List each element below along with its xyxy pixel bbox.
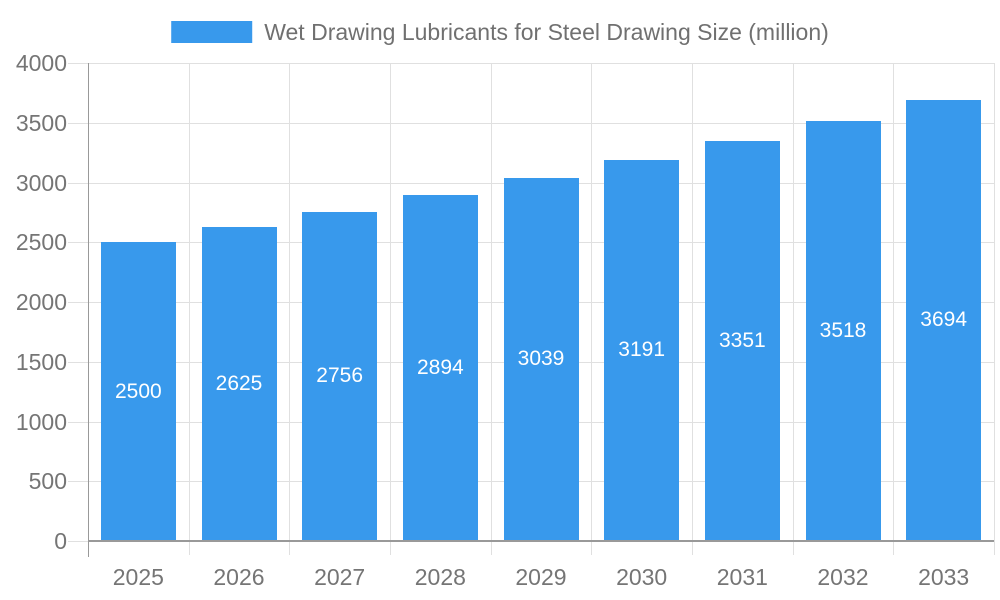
x-axis-label: 2029 [515, 564, 567, 590]
y-tick [68, 302, 88, 303]
y-tick [68, 122, 88, 124]
y-axis-label: 0 [54, 528, 67, 554]
gridline-v [390, 63, 391, 541]
y-axis-label: 3000 [15, 169, 67, 196]
bar[interactable]: 3351 [704, 140, 780, 541]
legend-swatch [171, 21, 253, 43]
y-tick [68, 361, 88, 363]
bar[interactable]: 2756 [302, 211, 378, 541]
x-axis-label: 2026 [213, 564, 265, 590]
y-tick [68, 481, 88, 483]
x-tick [893, 541, 895, 555]
legend[interactable]: Wet Drawing Lubricants for Steel Drawing… [171, 18, 829, 46]
gridline-v [188, 63, 190, 541]
y-tick [68, 421, 88, 423]
bar-value-label: 3694 [920, 308, 968, 332]
bar-value-label: 3191 [618, 338, 666, 362]
y-tick [68, 182, 88, 184]
x-tick [188, 541, 190, 555]
bar[interactable]: 2625 [201, 227, 277, 541]
bar-value-label: 2894 [416, 356, 464, 380]
x-tick [289, 541, 291, 555]
x-tick [390, 541, 391, 555]
x-tick [692, 541, 693, 555]
bar-value-label: 3039 [517, 347, 565, 371]
y-tick [68, 63, 88, 64]
gridline-v [893, 63, 895, 541]
x-axis-label: 2025 [112, 564, 164, 590]
bar-value-label: 2500 [114, 379, 162, 403]
bar[interactable]: 3694 [906, 99, 982, 541]
bar[interactable]: 2500 [100, 242, 176, 541]
gridline-v [490, 63, 492, 541]
x-axis-label: 2033 [918, 564, 970, 590]
bar-value-label: 2625 [215, 372, 263, 396]
bar-value-label: 3518 [819, 318, 867, 342]
y-axis-label: 2500 [15, 229, 67, 256]
y-axis-label: 1500 [15, 348, 67, 375]
gridline-v [994, 63, 995, 541]
bar[interactable]: 3039 [503, 177, 579, 541]
x-tick [591, 541, 593, 555]
bar-value-label: 2756 [316, 364, 364, 388]
y-axis-label: 1000 [15, 408, 67, 435]
x-tick [490, 541, 492, 555]
x-axis-label: 2028 [414, 564, 466, 590]
y-axis-label: 2000 [15, 289, 67, 315]
x-axis-label: 2027 [314, 564, 366, 590]
y-axis-line [88, 63, 89, 557]
gridline-v [289, 63, 291, 541]
gridline-v [692, 63, 693, 541]
y-axis-label: 4000 [15, 50, 67, 76]
x-axis-line [88, 540, 994, 542]
gridline-h [88, 122, 994, 124]
x-axis-label: 2032 [817, 564, 869, 590]
x-axis-label: 2030 [616, 564, 668, 590]
y-axis-label: 3500 [15, 109, 67, 136]
legend-label: Wet Drawing Lubricants for Steel Drawing… [264, 19, 829, 45]
bar[interactable]: 3191 [604, 159, 680, 541]
y-tick [68, 541, 88, 542]
x-axis-label: 2031 [716, 564, 768, 590]
gridline-v [792, 63, 794, 541]
bar[interactable]: 3518 [805, 120, 881, 541]
bar-value-label: 3351 [718, 328, 766, 352]
x-tick [994, 541, 995, 555]
y-tick [68, 242, 88, 244]
plot-area: 0 500 1000 1500 2000 2500 3000 3500 4000 2500 2625… [16, 50, 995, 590]
x-tick [792, 541, 794, 555]
bar[interactable]: 2894 [402, 195, 478, 541]
gridline-h [88, 63, 994, 64]
gridline-v [591, 63, 593, 541]
y-axis-label: 500 [28, 468, 67, 495]
